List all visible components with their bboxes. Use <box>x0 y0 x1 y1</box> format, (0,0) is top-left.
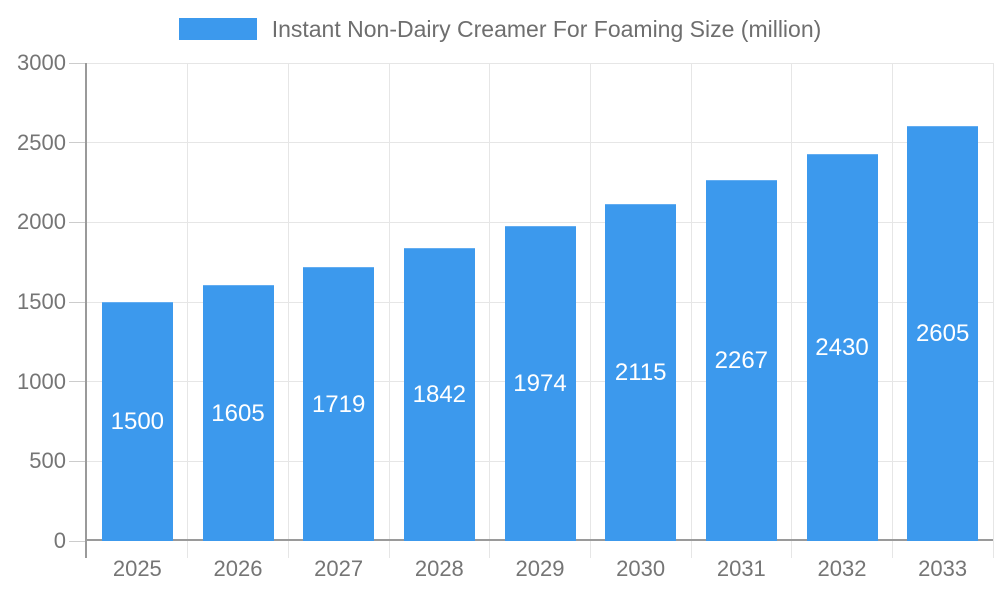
x-tick-label: 2033 <box>918 556 968 581</box>
bar[interactable]: 2605 <box>907 125 979 541</box>
y-tick-label: 2000 <box>17 209 66 235</box>
x-tick-label: 2028 <box>414 556 464 581</box>
bar-value-label: 2267 <box>714 346 769 374</box>
bar-value-label: 1974 <box>513 370 567 398</box>
y-tick-label: 2500 <box>17 129 66 155</box>
bar[interactable]: 2267 <box>705 179 777 541</box>
legend-swatch <box>178 18 257 40</box>
y-axis-line <box>85 63 87 558</box>
y-tick-mark <box>69 62 87 64</box>
y-tick-mark <box>69 381 87 383</box>
y-tick-mark <box>69 301 87 303</box>
h-gridline <box>87 221 993 223</box>
bar[interactable]: 2430 <box>806 153 878 541</box>
y-tick-mark <box>69 142 87 144</box>
chart-legend[interactable]: Instant Non-Dairy Creamer For Foaming Si… <box>0 15 1000 42</box>
x-tick-label: 2032 <box>817 556 867 581</box>
bar[interactable]: 1842 <box>403 247 475 541</box>
bar-value-label: 1500 <box>110 408 165 435</box>
v-gridline <box>388 63 390 558</box>
bar-value-label: 2115 <box>614 358 667 386</box>
y-tick-label: 1500 <box>17 289 66 314</box>
y-tick-mark <box>69 221 87 223</box>
bar[interactable]: 1719 <box>303 267 375 541</box>
y-tick-label: 1000 <box>17 368 66 394</box>
bar[interactable]: 1500 <box>101 302 173 541</box>
bar-value-label: 2430 <box>815 333 869 361</box>
y-tick-mark <box>69 460 87 462</box>
bar[interactable]: 2115 <box>605 204 677 541</box>
bar-value-label: 1719 <box>311 390 366 418</box>
bar[interactable]: 1974 <box>504 226 576 541</box>
y-tick-label: 3000 <box>17 50 66 75</box>
y-tick-label: 0 <box>53 528 66 553</box>
x-tick-label: 2030 <box>616 556 666 581</box>
x-tick-label: 2025 <box>112 556 162 581</box>
v-gridline <box>489 63 491 558</box>
v-gridline <box>187 63 189 558</box>
h-gridline <box>87 62 993 64</box>
v-gridline <box>992 63 994 558</box>
bar[interactable]: 1605 <box>202 285 274 541</box>
legend-label: Instant Non-Dairy Creamer For Foaming Si… <box>271 15 822 42</box>
v-gridline <box>690 63 692 558</box>
bar-value-label: 2605 <box>915 319 970 347</box>
y-tick-mark <box>69 540 87 542</box>
bar-value-label: 1605 <box>211 399 265 427</box>
x-tick-label: 2027 <box>314 556 364 581</box>
v-gridline <box>589 63 591 558</box>
y-tick-label: 500 <box>29 448 66 474</box>
x-tick-label: 2026 <box>213 556 263 581</box>
v-gridline <box>891 63 893 558</box>
bar-value-label: 1842 <box>412 380 467 408</box>
v-gridline <box>791 63 793 558</box>
x-tick-label: 2029 <box>515 556 565 581</box>
v-gridline <box>287 63 289 558</box>
x-tick-label: 2031 <box>716 556 766 581</box>
h-gridline <box>87 142 993 144</box>
